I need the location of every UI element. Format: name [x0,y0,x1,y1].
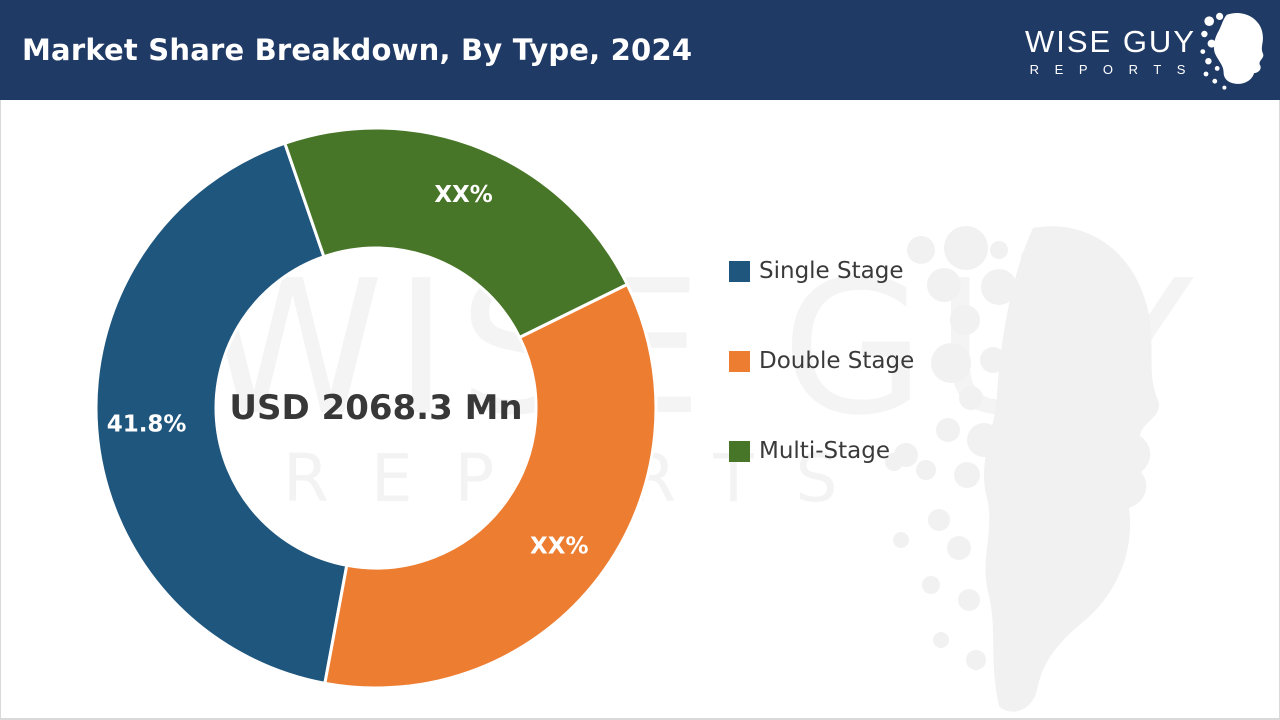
logo-text: WISE GUY R E P O R T S [1025,24,1196,77]
legend-item-single-stage: Single Stage [729,257,914,285]
legend-item-double-stage: Double Stage [729,347,914,375]
logo-wordmark: WISE GUY [1024,23,1196,59]
legend-swatch-double-stage [729,350,750,372]
legend-label: Double Stage [759,348,915,374]
watermark-face [885,226,1159,712]
legend-swatch-multi-stage [729,440,750,462]
logo-face-icon [1200,12,1264,90]
page-title: Market Share Breakdown, By Type, 2024 [22,33,693,67]
legend-label: Single Stage [759,258,904,284]
legend: Single Stage Double Stage Multi-Stage [729,257,914,527]
slice-label-single-stage: 41.8% [107,412,187,438]
slice-label-double-stage: XX% [530,533,589,559]
legend-swatch-single-stage [729,260,750,282]
slice-double-stage [323,282,658,690]
donut-chart: 41.8% XX% XX% [94,126,658,690]
center-value: USD 2068.3 Mn [229,388,523,428]
legend-label: Multi-Stage [759,438,890,464]
slice-multi-stage [283,126,629,339]
logo-subtitle: R E P O R T S [1029,61,1192,77]
wiseguy-logo: WISE GUY R E P O R T S [1025,6,1270,94]
header-bar: Market Share Breakdown, By Type, 2024 WI… [0,0,1280,100]
slice-label-multi-stage: XX% [434,182,493,208]
slice-single-stage [94,141,349,685]
legend-item-multi-stage: Multi-Stage [729,437,914,465]
